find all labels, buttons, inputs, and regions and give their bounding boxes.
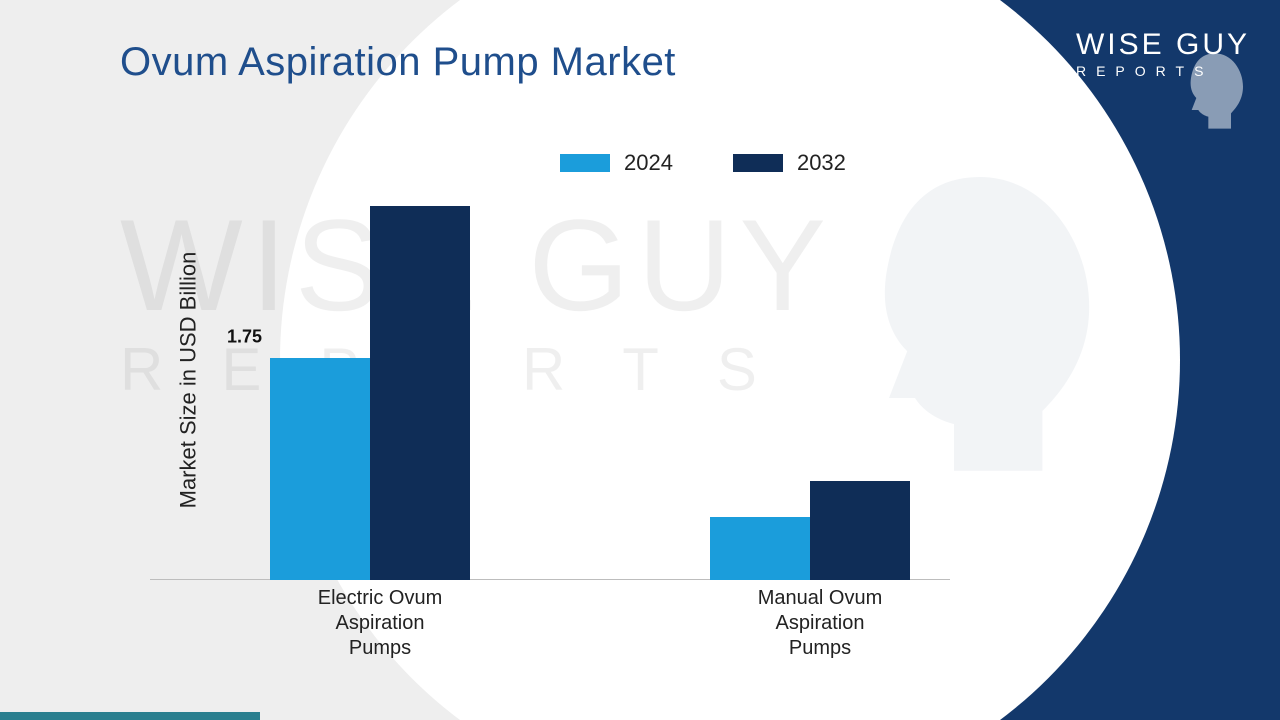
bar-value-label-electric-2024: 1.75 (227, 327, 270, 348)
legend-swatch-2032 (733, 154, 783, 172)
bar-electric-2024 (270, 358, 370, 580)
chart-title: Ovum Aspiration Pump Market (120, 40, 676, 85)
legend-item-2032: 2032 (733, 150, 846, 176)
legend-swatch-2024 (560, 154, 610, 172)
chart-legend: 2024 2032 (560, 150, 846, 176)
bar-electric-2032 (370, 206, 470, 580)
legend-item-2024: 2024 (560, 150, 673, 176)
bar-manual-2024 (710, 517, 810, 580)
accent-bar (0, 712, 260, 720)
brand-logo: WISE GUY REPORTS (1076, 30, 1250, 78)
brand-head-icon (1180, 50, 1250, 130)
bar-manual-2032 (810, 481, 910, 580)
legend-label-2024: 2024 (624, 150, 673, 176)
legend-label-2032: 2032 (797, 150, 846, 176)
chart-plot-area: 1.75 Electric Ovum Aspiration Pumps Manu… (150, 200, 950, 580)
page-background: WISE GUY REPORTS Ovum Aspiration Pump Ma… (0, 0, 1280, 720)
category-label-manual: Manual Ovum Aspiration Pumps (750, 586, 890, 661)
category-label-electric: Electric Ovum Aspiration Pumps (310, 586, 450, 661)
